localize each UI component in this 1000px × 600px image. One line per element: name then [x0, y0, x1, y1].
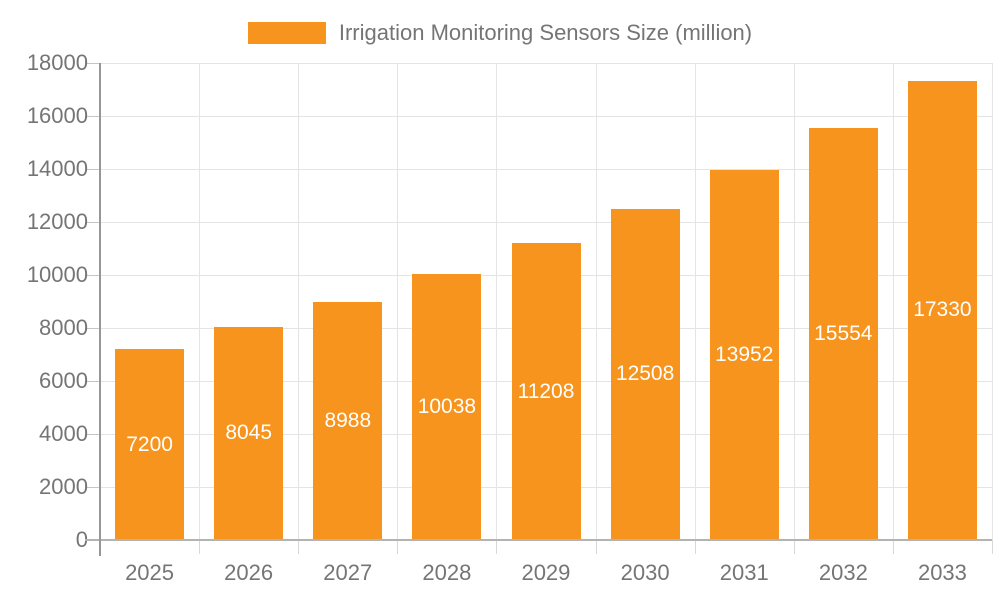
gridline-horizontal — [100, 222, 992, 223]
x-axis-tick-label: 2025 — [125, 560, 175, 585]
y-axis-tick — [85, 487, 100, 488]
x-axis-line — [85, 539, 992, 541]
x-axis-tick — [397, 540, 399, 554]
x-axis-tick — [694, 540, 696, 554]
legend-swatch-icon — [247, 22, 326, 44]
bar-2032: 15554 — [808, 127, 878, 540]
bar-2028: 10038 — [412, 274, 482, 540]
gridline-vertical — [595, 63, 597, 540]
x-axis-tick-label: 2026 — [224, 560, 274, 585]
x-axis-tick-label: 2030 — [620, 560, 670, 585]
gridline-vertical — [694, 63, 696, 540]
gridline-vertical — [793, 63, 795, 540]
x-axis-tick — [892, 540, 894, 554]
legend-item-sensors-size[interactable]: Irrigation Monitoring Sensors Size (mill… — [247, 20, 753, 46]
bar-2026: 8045 — [214, 326, 284, 540]
legend: Irrigation Monitoring Sensors Size (mill… — [0, 20, 1000, 46]
x-axis-tick — [496, 540, 498, 554]
legend-label: Irrigation Monitoring Sensors Size (mill… — [338, 20, 753, 45]
y-axis-tick — [85, 381, 100, 382]
x-axis-tick-label: 2033 — [917, 560, 967, 585]
bar-2025: 7200 — [115, 349, 185, 540]
bar-value-label: 8045 — [225, 421, 273, 445]
y-axis-tick-label: 18000 — [26, 50, 88, 75]
y-axis-tick — [85, 63, 100, 64]
gridline-vertical — [892, 63, 894, 540]
y-axis-tick-label: 8000 — [39, 315, 88, 340]
gridline-vertical — [199, 63, 201, 540]
x-axis-tick-label: 2032 — [818, 560, 868, 585]
y-axis-tick — [85, 275, 100, 276]
bar-2033: 17330 — [907, 80, 977, 540]
bar-2031: 13952 — [709, 170, 779, 540]
x-axis-tick — [199, 540, 201, 554]
bar-2030: 12508 — [610, 208, 680, 540]
x-axis-tick-label: 2027 — [323, 560, 373, 585]
bar-value-label: 13952 — [714, 343, 774, 367]
y-axis-tick-label: 6000 — [39, 368, 88, 393]
bar-value-label: 7200 — [126, 432, 173, 456]
y-axis-tick-label: 12000 — [26, 209, 88, 234]
y-axis-tick — [85, 222, 100, 223]
y-axis-tick-label: 2000 — [39, 474, 88, 499]
y-axis-tick — [85, 169, 100, 170]
gridline-horizontal — [100, 63, 992, 64]
y-axis-tick-label: 10000 — [26, 262, 88, 287]
x-axis-tick-label: 2031 — [719, 560, 769, 585]
bar-value-label: 12508 — [615, 362, 675, 386]
bar-2029: 11208 — [511, 243, 581, 540]
gridline-horizontal — [100, 116, 992, 117]
bar-value-label: 15554 — [814, 321, 873, 345]
y-axis-line — [99, 63, 101, 556]
gridline-horizontal — [100, 169, 992, 170]
y-axis-tick — [85, 434, 100, 435]
y-axis-tick-label: 0 — [75, 527, 88, 552]
bar-2027: 8988 — [313, 301, 383, 540]
x-axis-tick-label: 2029 — [521, 560, 571, 585]
y-axis-tick-label: 14000 — [26, 156, 88, 181]
gridline-vertical — [992, 63, 993, 540]
x-axis-tick-label: 2028 — [422, 560, 472, 585]
bar-value-label: 17330 — [913, 298, 972, 322]
x-axis-tick — [595, 540, 597, 554]
gridline-vertical — [496, 63, 498, 540]
bar-value-label: 8988 — [324, 408, 372, 432]
x-axis-tick — [793, 540, 795, 554]
y-axis-tick-label: 16000 — [26, 103, 88, 128]
gridline-vertical — [397, 63, 399, 540]
bar-value-label: 10038 — [417, 395, 477, 418]
x-axis-tick — [992, 540, 993, 554]
gridline-vertical — [298, 63, 300, 540]
y-axis-tick — [85, 328, 100, 329]
y-axis-tick — [85, 116, 100, 117]
y-axis-tick-label: 4000 — [39, 421, 88, 446]
x-axis-tick — [298, 540, 300, 554]
bar-value-label: 11208 — [517, 379, 575, 403]
